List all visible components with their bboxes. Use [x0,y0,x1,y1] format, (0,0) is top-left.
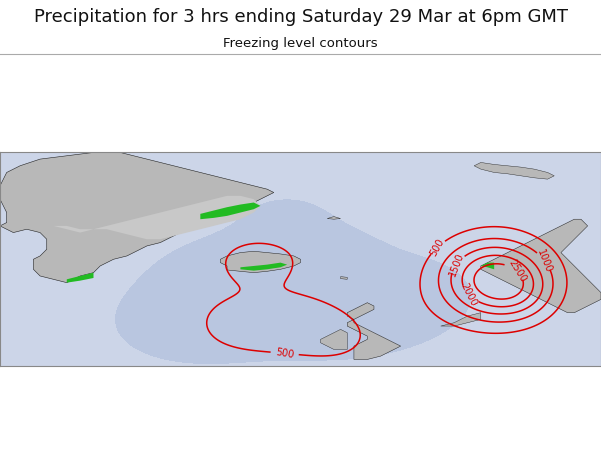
Polygon shape [341,276,347,279]
Text: Freezing level contours: Freezing level contours [223,37,378,50]
Polygon shape [53,196,260,239]
Polygon shape [240,263,287,271]
Polygon shape [481,219,601,313]
Text: 2000: 2000 [459,281,478,307]
Text: 500: 500 [429,237,446,258]
Polygon shape [67,273,94,282]
Text: 1500: 1500 [447,251,466,278]
Polygon shape [474,163,554,179]
Polygon shape [441,313,481,326]
Polygon shape [347,303,401,359]
Polygon shape [200,202,260,219]
Polygon shape [327,217,341,219]
Text: 2500: 2500 [506,258,528,284]
Polygon shape [481,263,494,269]
Text: Precipitation for 3 hrs ending Saturday 29 Mar at 6pm GMT: Precipitation for 3 hrs ending Saturday … [34,8,567,25]
Text: 500: 500 [275,347,294,360]
Polygon shape [0,152,274,282]
Text: 1000: 1000 [535,248,554,274]
Polygon shape [320,329,347,350]
Polygon shape [221,251,300,273]
